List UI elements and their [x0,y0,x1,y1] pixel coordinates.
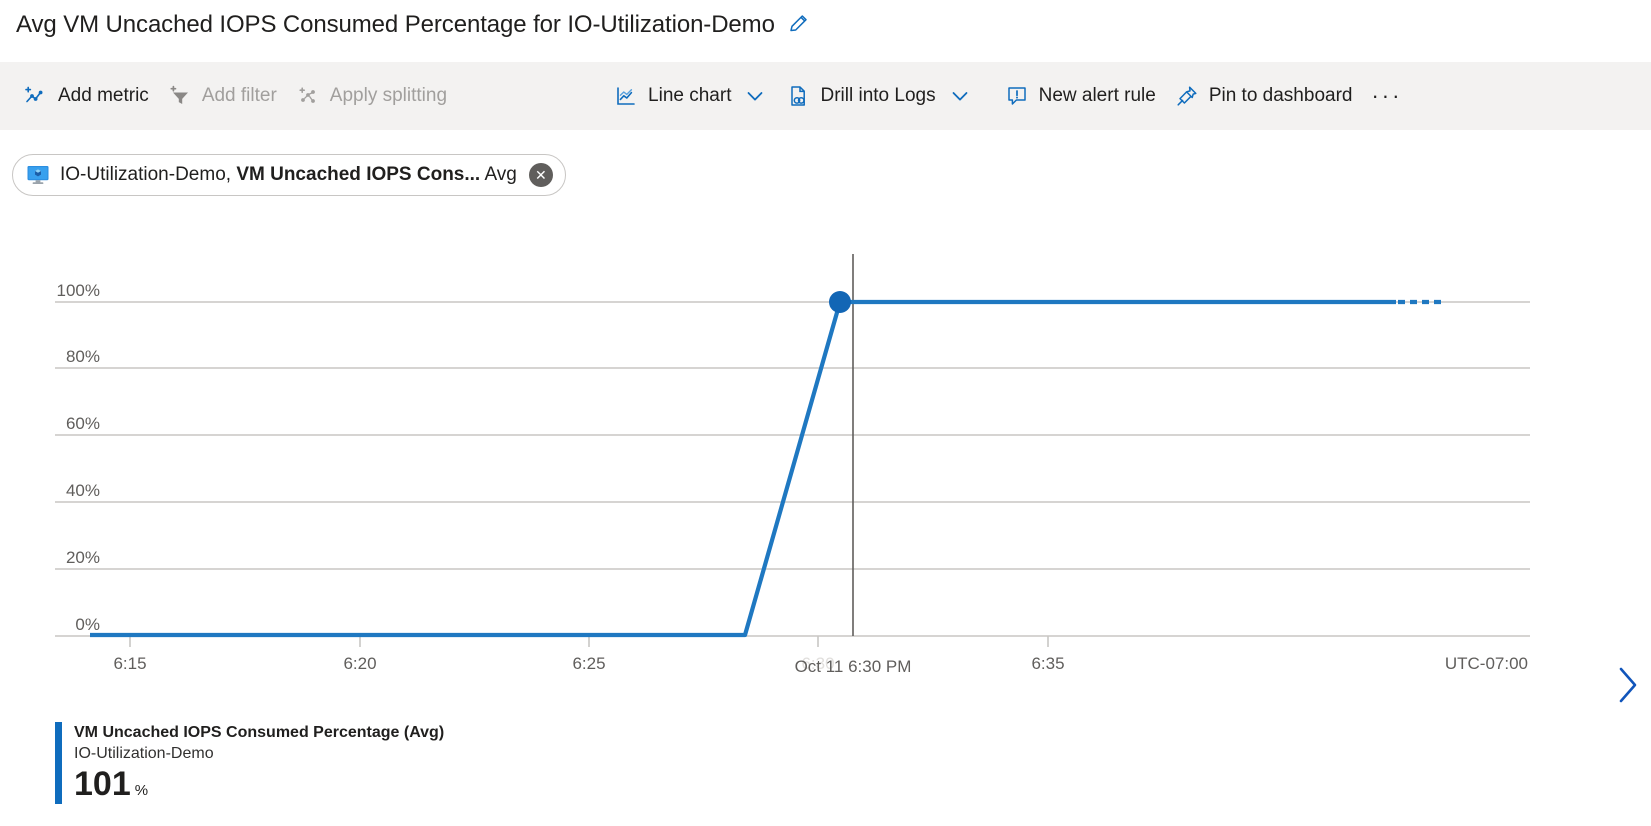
legend-body: VM Uncached IOPS Consumed Percentage (Av… [74,722,444,804]
chevron-down-icon[interactable] [743,84,767,108]
toolbar-left-group: Add metric Add filter [0,74,456,118]
line-chart-button[interactable]: Line chart [604,74,776,118]
pin-to-dashboard-icon [1174,83,1200,109]
metrics-chart[interactable]: 100% 80% 60% 40% 20% 0% 6:15 6:20 6:25 [0,240,1651,703]
legend-resource-name: IO-Utilization-Demo [74,745,214,762]
legend-color-swatch [55,722,62,804]
add-metric-label: Add metric [58,85,149,106]
chart-y-axis: 100% 80% 60% 40% 20% 0% [57,281,100,634]
x-tick-label: 6:15 [113,654,146,673]
virtual-machine-icon [25,162,51,188]
add-metric-button[interactable]: Add metric [14,74,158,118]
page-title-row: Avg VM Uncached IOPS Consumed Percentage… [16,8,811,42]
metric-chip-resource: IO-Utilization-Demo, [60,164,232,185]
y-tick-label: 100% [57,281,100,300]
pin-to-dashboard-button[interactable]: Pin to dashboard [1165,74,1362,118]
toolbar-right-group: Line chart Drill into Logs [604,74,1412,118]
chevron-down-icon[interactable] [948,84,972,108]
metric-chip-metric: VM Uncached IOPS Cons... [236,164,481,185]
more-commands-button[interactable]: ··· [1371,83,1403,108]
chart-x-ticks [129,636,1049,647]
add-filter-label: Add filter [201,85,277,106]
drill-into-logs-icon [785,83,811,109]
chart-x-axis: 6:15 6:20 6:25 6:30 6:35 [113,654,1064,673]
chart-series-line [90,299,1396,638]
add-filter-button[interactable]: Add filter [158,74,286,118]
legend-value-row: 101 % [74,766,444,802]
chart-timezone-label: UTC-07:00 [1445,654,1528,673]
legend-series-name: VM Uncached IOPS Consumed Percentage (Av… [74,724,445,741]
new-alert-rule-label: New alert rule [1038,85,1156,106]
drill-into-logs-label: Drill into Logs [820,85,936,106]
metric-chip-text: IO-Utilization-Demo, VM Uncached IOPS Co… [60,164,517,186]
next-chart-chevron[interactable] [1611,660,1645,710]
chart-legend: VM Uncached IOPS Consumed Percentage (Av… [55,722,444,804]
add-metric-icon [23,83,49,109]
x-tick-label: 6:25 [572,654,605,673]
new-alert-rule-button[interactable]: New alert rule [995,74,1165,118]
line-chart-label: Line chart [648,85,732,106]
legend-value: 101 [74,765,131,803]
chart-data-point-marker[interactable] [829,291,851,313]
metric-chip-aggregation: Avg [484,164,517,185]
apply-splitting-label: Apply splitting [329,85,448,106]
chart-canvas: 100% 80% 60% 40% 20% 0% 6:15 6:20 6:25 [55,254,1530,676]
close-icon[interactable]: ✕ [528,163,553,187]
y-tick-label: 40% [66,481,100,500]
page-title: Avg VM Uncached IOPS Consumed Percentage… [16,11,775,38]
add-filter-icon [167,83,193,109]
drill-into-logs-button[interactable]: Drill into Logs [776,74,980,118]
x-tick-label: 6:20 [343,654,376,673]
pin-to-dashboard-label: Pin to dashboard [1208,85,1353,106]
metric-chip[interactable]: IO-Utilization-Demo, VM Uncached IOPS Co… [12,154,566,196]
apply-splitting-button[interactable]: Apply splitting [286,74,456,118]
y-tick-label: 60% [66,414,100,433]
x-tick-label: 6:35 [1031,654,1064,673]
legend-unit: % [134,782,149,799]
new-alert-rule-icon [1004,83,1030,109]
line-chart-icon [613,83,639,109]
y-tick-label: 80% [66,347,100,366]
x-tick-label: 6:30 [801,654,834,673]
pencil-icon[interactable] [787,11,811,40]
chart-cursor-label: Oct 11 6:30 PM [795,657,912,676]
y-tick-label: 20% [66,548,100,567]
chart-toolbar: Add metric Add filter [0,62,1651,130]
y-tick-label: 0% [75,615,100,634]
apply-splitting-icon [295,83,321,109]
